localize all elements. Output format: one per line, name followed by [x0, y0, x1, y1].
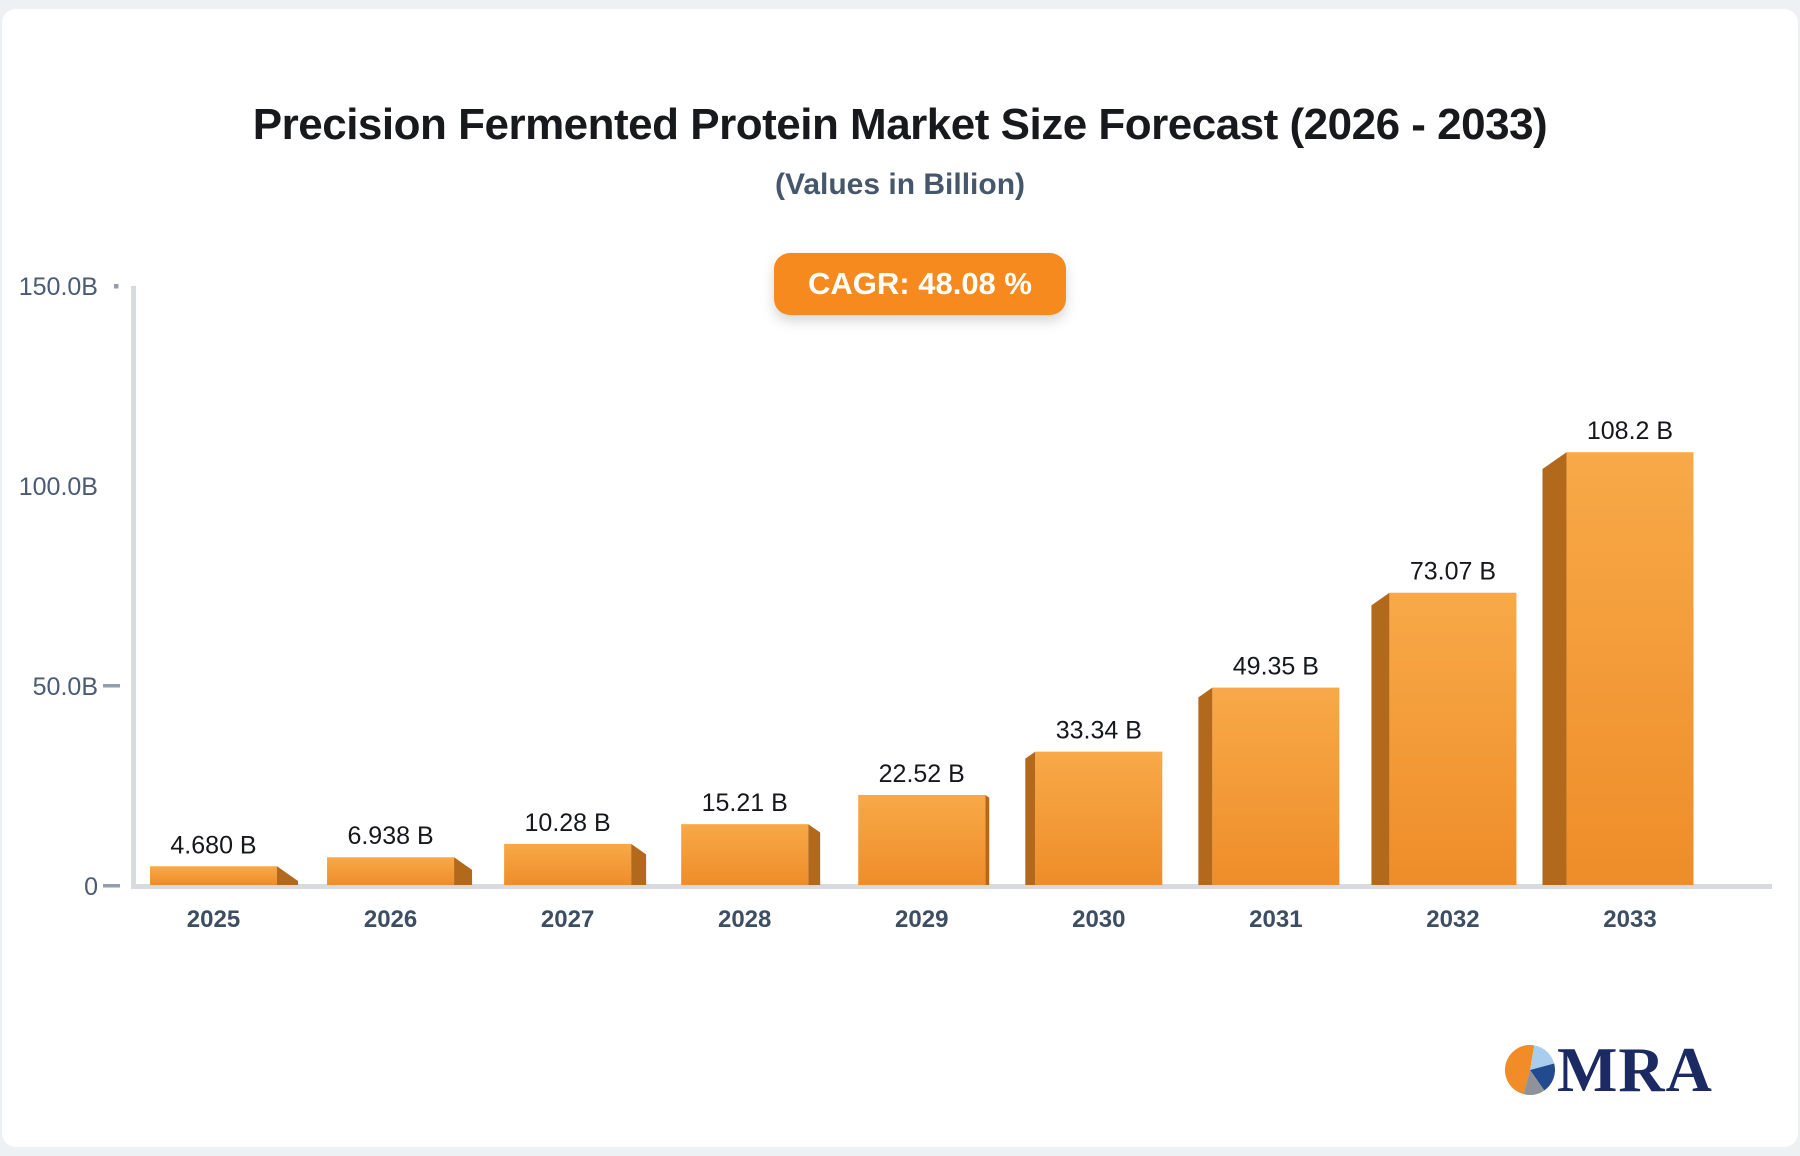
bar-value-label: 15.21 B	[702, 789, 788, 817]
bar-value-label: 33.34 B	[1056, 717, 1142, 745]
x-axis-label: 2030	[1072, 906, 1125, 933]
chart-card	[2, 9, 1798, 1147]
y-tick-mark	[114, 284, 119, 289]
x-axis-label: 2031	[1249, 906, 1302, 933]
y-tick-label: 100.0B	[19, 473, 98, 501]
bar-side-2031	[1198, 687, 1213, 885]
bar-2031	[1212, 687, 1340, 885]
bar-2027	[504, 843, 632, 885]
x-axis-label: 2029	[895, 906, 948, 933]
x-axis-label: 2028	[718, 906, 771, 933]
bar-2028	[681, 824, 809, 885]
x-axis-label: 2032	[1426, 906, 1479, 933]
bar-side-2028	[808, 824, 821, 885]
bar-side-2025	[277, 866, 298, 885]
bar-2026	[327, 857, 455, 885]
chart-title: Precision Fermented Protein Market Size …	[252, 100, 1548, 149]
bar-2033	[1566, 452, 1694, 885]
pie-chart-icon	[1505, 1045, 1555, 1095]
bar-value-label: 6.938 B	[347, 822, 433, 850]
x-axis-label: 2025	[187, 906, 240, 933]
pie-slice-gray	[1523, 1070, 1545, 1095]
bar-2030	[1035, 751, 1163, 885]
bar-2029	[858, 794, 986, 885]
bar-value-label: 4.680 B	[170, 831, 256, 859]
pie-slice-orange	[1505, 1045, 1535, 1095]
x-axis-line	[131, 884, 1772, 889]
logo-text: MRA	[1557, 1034, 1713, 1105]
bar-side-2027	[631, 843, 647, 885]
bar-side-2033	[1542, 452, 1567, 885]
bar-value-label: 10.28 B	[525, 809, 611, 837]
y-tick-label: 150.0B	[19, 273, 98, 301]
mra-logo: MRA	[1505, 1038, 1713, 1102]
chart: 150.0B 100.0B 50.0B 0 4.680 B 2025 6.938 B 2026…	[19, 273, 1772, 933]
x-axis-label: 2027	[541, 906, 594, 933]
y-axis-line	[131, 286, 136, 889]
x-axis-label: 2026	[364, 906, 417, 933]
pie-slice-lightblue	[1530, 1045, 1555, 1070]
y-tick-mark	[103, 684, 120, 688]
cagr-badge: CAGR: 48.08 %	[774, 253, 1066, 315]
y-tick-mark	[103, 884, 120, 888]
chart-subtitle: (Values in Billion)	[774, 168, 1026, 201]
bar-side-2030	[1025, 751, 1036, 885]
bar-2025	[150, 866, 277, 885]
y-tick-label: 50.0B	[33, 673, 98, 701]
bar-value-label: 22.52 B	[879, 760, 965, 788]
bar-2032	[1389, 592, 1517, 885]
bar-value-label: 73.07 B	[1410, 558, 1496, 586]
bar-value-label: 108.2 B	[1587, 417, 1673, 445]
bar-side-2026	[454, 857, 473, 885]
bar-side-2032	[1371, 592, 1390, 885]
bar-side-2029	[985, 794, 990, 885]
x-axis-label: 2033	[1603, 906, 1656, 933]
y-tick-label: 0	[84, 873, 98, 901]
bar-value-label: 49.35 B	[1233, 653, 1319, 681]
pie-slice-navy	[1530, 1063, 1555, 1091]
